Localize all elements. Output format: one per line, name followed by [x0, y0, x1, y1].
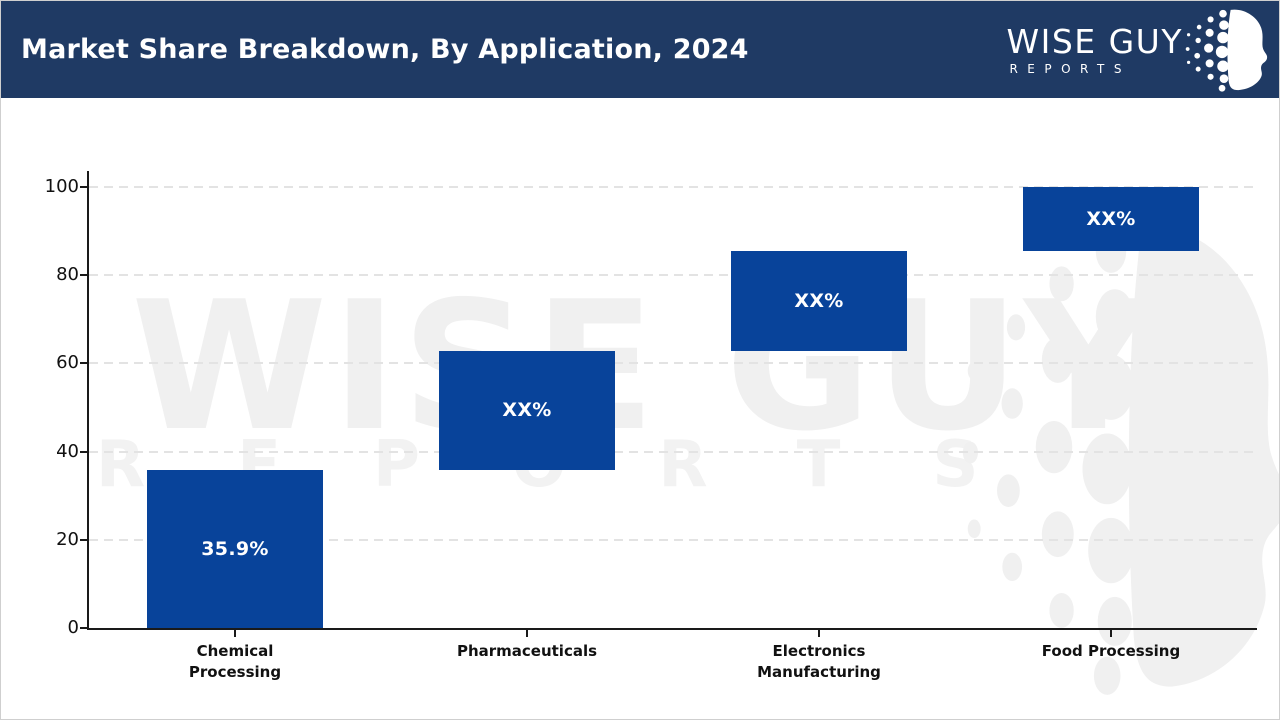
y-axis-tick: [80, 627, 87, 629]
bar-value-label: 35.9%: [201, 537, 269, 560]
logo-text: WISE GUY REPORTS: [1006, 21, 1183, 76]
chart-plot: WISE GUY REPORTS 35.9%XX%XX%XX% 02040608…: [1, 98, 1279, 719]
page-title: Market Share Breakdown, By Application, …: [21, 34, 749, 65]
wise-guy-head-icon: [1185, 9, 1268, 92]
x-axis-tick: [818, 630, 820, 637]
x-axis-tick: [1110, 630, 1112, 637]
y-axis-line: [87, 171, 89, 630]
x-axis-tick: [234, 630, 236, 637]
bar-chemical-processing: 35.9%: [147, 469, 323, 628]
gridline: [89, 450, 1257, 453]
y-axis-tick-label: 60: [56, 352, 79, 374]
x-axis-line: [87, 628, 1257, 630]
x-axis-tick: [526, 630, 528, 637]
y-axis-tick: [80, 538, 87, 541]
bar-electronics-manufacturing: XX%: [731, 251, 907, 351]
gridline: [89, 538, 1257, 541]
x-axis-category-label: Food Processing: [965, 641, 1257, 662]
gridline: [89, 274, 1257, 277]
y-axis-tick: [80, 362, 87, 365]
bar-food-processing: XX%: [1023, 187, 1199, 252]
y-axis-tick-label: 80: [56, 264, 79, 286]
gridline: [89, 362, 1257, 365]
x-axis-category-label: Chemical Processing: [89, 641, 381, 683]
x-axis-category-line: Food Processing: [1041, 642, 1181, 660]
x-axis-category-line: Electronics: [772, 642, 866, 660]
bar-value-label: XX%: [1086, 208, 1136, 231]
y-axis-tick: [80, 450, 87, 453]
y-axis-tick-label: 100: [44, 176, 79, 197]
gridline: [89, 186, 1257, 188]
bar-pharmaceuticals: XX%: [439, 350, 615, 470]
x-axis-category-line: Processing: [188, 663, 282, 681]
header: Market Share Breakdown, By Application, …: [1, 1, 1279, 98]
x-axis-category-line: Pharmaceuticals: [456, 642, 598, 660]
watermark-brand-text: WISE GUY: [131, 263, 1157, 470]
bar-value-label: XX%: [794, 289, 844, 312]
y-axis-tick-label: 40: [56, 440, 79, 462]
y-axis-tick-label: 20: [56, 528, 79, 550]
y-axis-tick: [80, 186, 87, 188]
logo-brand-text: WISE GUY: [1006, 21, 1183, 61]
bar-value-label: XX%: [502, 399, 552, 422]
y-axis-tick-label: 0: [67, 617, 79, 638]
logo-sub-text: REPORTS: [1009, 61, 1131, 76]
x-axis-category-line: Chemical: [196, 642, 274, 660]
x-axis-category-label: Pharmaceuticals: [381, 641, 673, 662]
wise-guy-logo: WISE GUY REPORTS: [1006, 5, 1271, 95]
x-axis-category-label: Electronics Manufacturing: [673, 641, 965, 683]
x-axis-category-line: Manufacturing: [757, 663, 881, 681]
y-axis-tick: [80, 274, 87, 277]
